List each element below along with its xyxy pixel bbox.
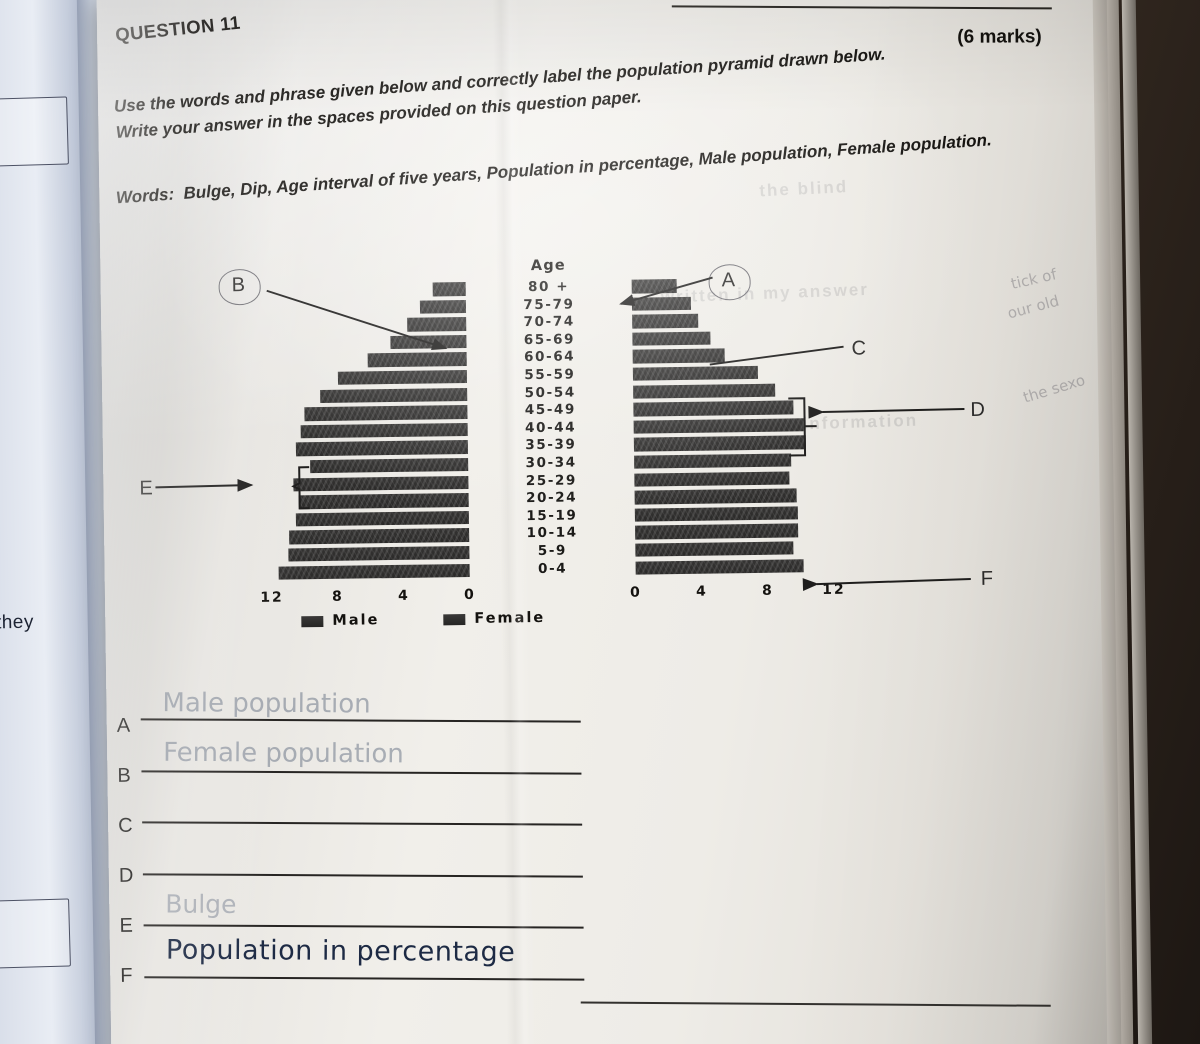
handwritten-answer: Female population [163,737,404,770]
answer-blank-line[interactable] [143,924,584,930]
answer-letter: B [117,764,131,787]
answer-letter: A [116,714,131,737]
answer-row: B Female population [117,735,678,793]
bracket-d [788,397,817,457]
answer-row: D [118,835,679,893]
answer-blank-line[interactable] [142,821,583,826]
answer-letter: D [118,864,134,887]
handwritten-answer: Male population [162,688,371,720]
answer-blank-line[interactable] [144,976,585,981]
leader-f [802,577,971,591]
adjacent-page-word: they [0,611,35,634]
answer-letter: C [118,814,133,837]
answer-row: F Population in percentage [120,935,681,993]
adjacent-page-margin-box-top [0,96,69,168]
leader-e [155,478,254,492]
leader-a [619,276,713,306]
answer-blank-line[interactable] [141,769,582,775]
answer-letter: F [120,964,133,987]
answer-letter: E [119,914,134,937]
handwritten-answer: Population in percentage [165,934,516,969]
adjacent-page-margin-box-bottom [0,898,71,970]
leader-d [808,405,965,419]
brace-e [291,466,310,510]
page-content: (6 marks) QUESTION 11 Use the words and … [97,0,1122,1044]
answer-blank-line[interactable] [142,873,583,878]
leader-c [709,345,844,366]
answer-lines: A Male population B Female population C D E Bul… [116,685,680,993]
leader-b [266,289,448,350]
answer-row: A Male population [116,685,677,743]
answer-row: C [118,785,679,843]
handwritten-answer: Bulge [165,889,237,919]
